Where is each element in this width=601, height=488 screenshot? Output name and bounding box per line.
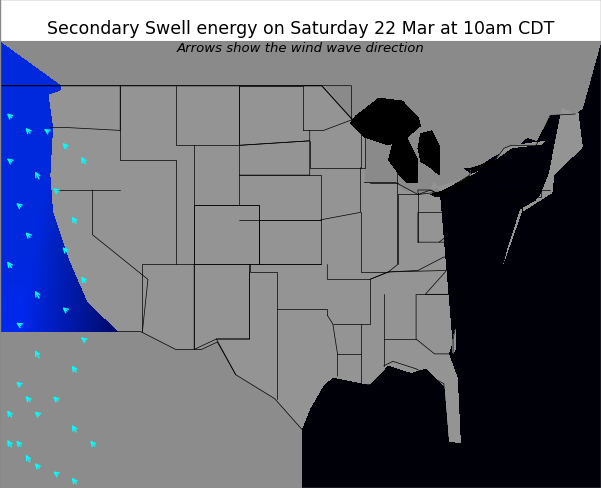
Text: Arrows show the wind wave direction: Arrows show the wind wave direction (177, 41, 424, 55)
Text: Secondary Swell energy on Saturday 22 Mar at 10am CDT: Secondary Swell energy on Saturday 22 Ma… (47, 20, 554, 38)
